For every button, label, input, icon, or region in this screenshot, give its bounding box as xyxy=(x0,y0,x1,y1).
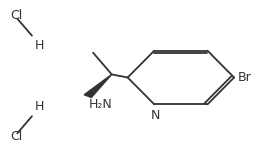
Text: Cl: Cl xyxy=(11,9,23,22)
Text: Cl: Cl xyxy=(11,130,23,143)
Text: H₂N: H₂N xyxy=(89,98,113,111)
Text: Br: Br xyxy=(238,71,252,84)
Text: N: N xyxy=(151,109,160,122)
Text: H: H xyxy=(35,39,44,52)
Polygon shape xyxy=(84,74,112,97)
Text: H: H xyxy=(35,100,44,113)
